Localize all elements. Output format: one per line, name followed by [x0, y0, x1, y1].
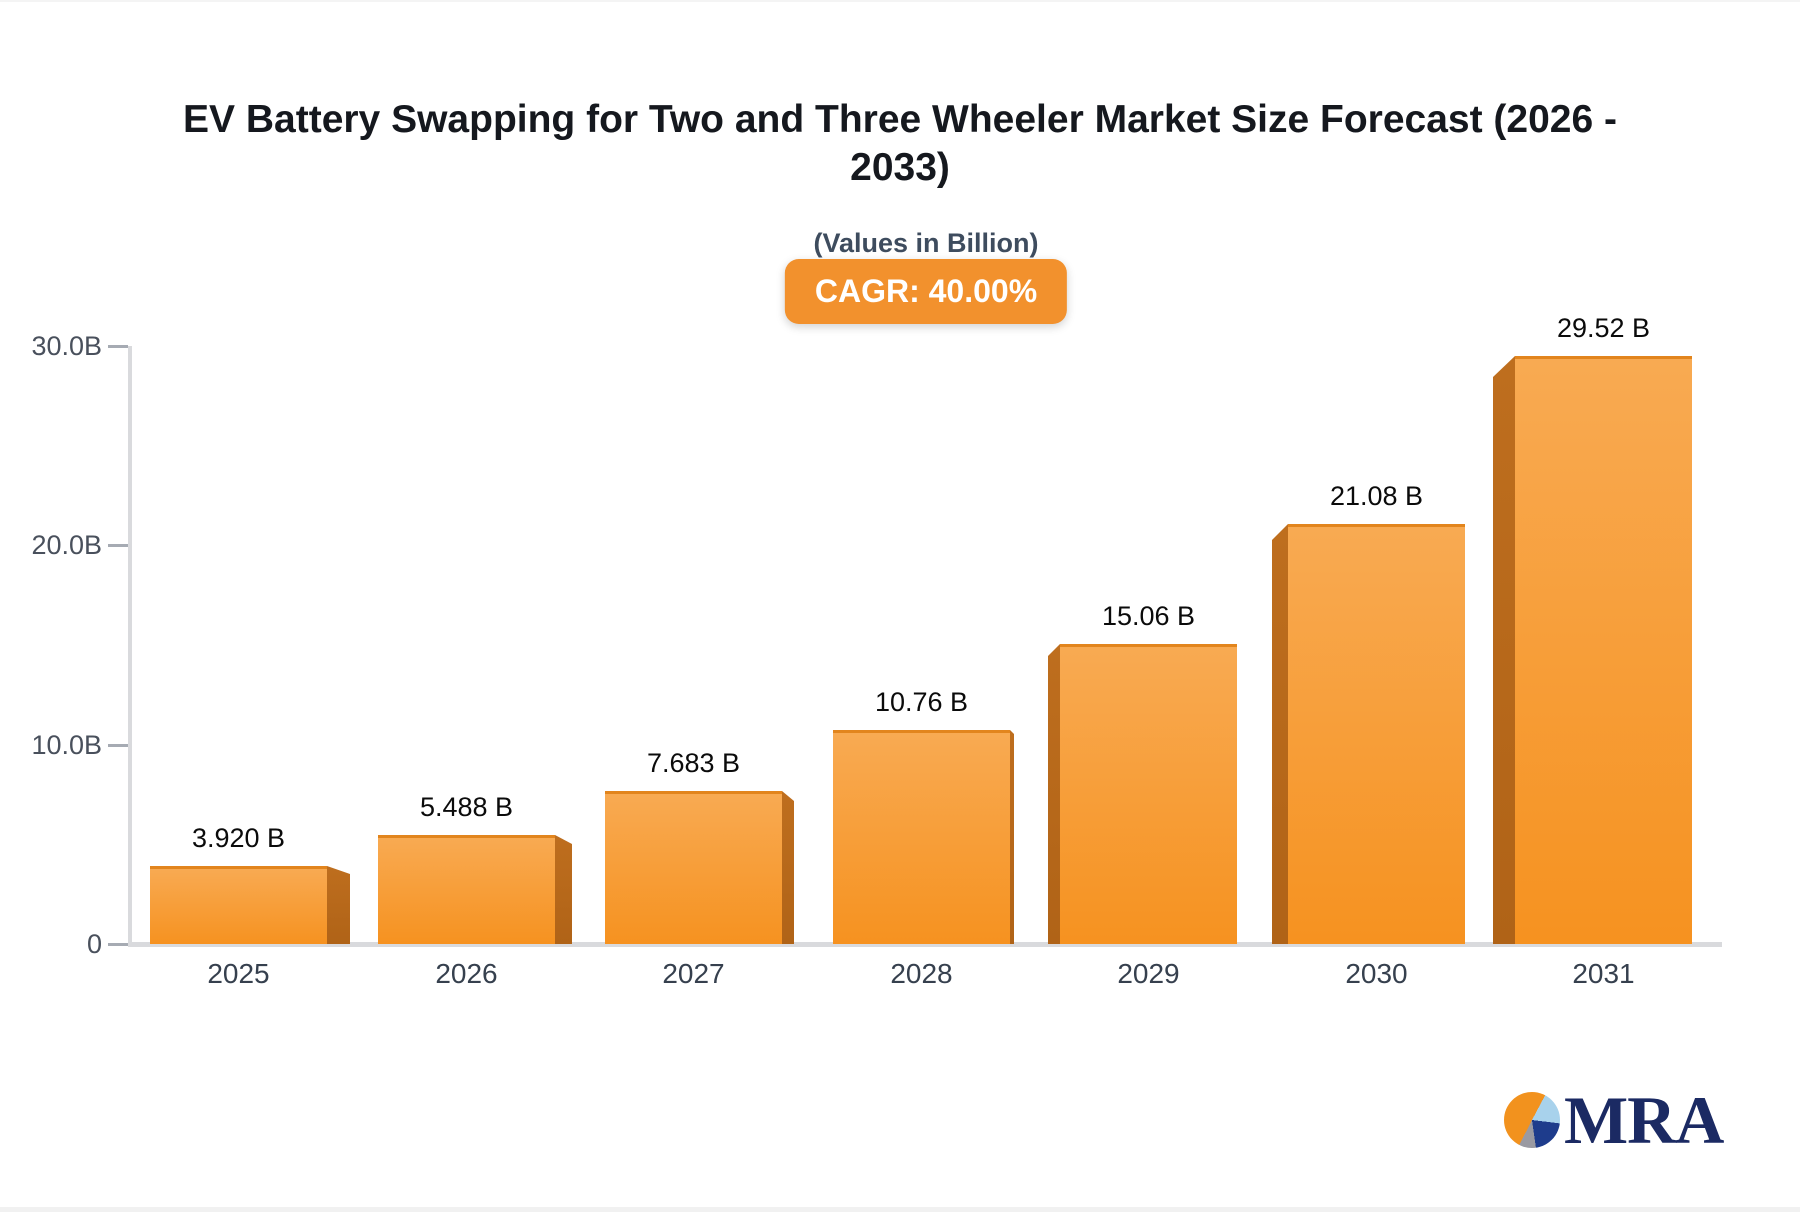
bar-side-2031	[1493, 356, 1515, 944]
bar-2028	[833, 730, 1010, 944]
x-axis-label-2026: 2026	[435, 958, 498, 989]
y-tick-mark-30	[108, 345, 128, 348]
bar-2031	[1515, 356, 1692, 944]
pie-chart-logo-icon	[1504, 1092, 1560, 1148]
y-tick-mark-10	[108, 743, 128, 747]
bar-2026	[378, 835, 555, 944]
y-tick-label-20: 20.0B	[31, 530, 102, 561]
bar-side-2028	[1010, 730, 1014, 944]
chart-title: EV Battery Swapping for Two and Three Wh…	[183, 98, 1617, 189]
bar-value-label-2026: 5.488 B	[419, 792, 514, 822]
y-tick-label-30: 30.0B	[31, 331, 102, 361]
x-axis-label-2029: 2029	[1117, 958, 1180, 989]
x-axis-label-2031: 2031	[1572, 958, 1635, 989]
y-tick-mark-20	[108, 544, 128, 548]
y-axis-line	[128, 346, 132, 947]
bar-value-label-2027: 7.683 B	[646, 748, 741, 778]
bar-value-label-2028: 10.76 B	[874, 687, 969, 717]
brand-logo-text: MRA	[1564, 1082, 1724, 1158]
bar-2030	[1288, 524, 1465, 944]
x-axis-label-2025: 2025	[207, 958, 270, 989]
y-tick-label-0: 0	[86, 929, 102, 959]
bar-2029	[1060, 644, 1237, 944]
x-axis-baseline	[128, 942, 1722, 947]
bar-side-2030	[1272, 524, 1288, 944]
bar-2027	[605, 791, 782, 944]
bar-side-2025	[327, 866, 350, 944]
x-axis-label-2028: 2028	[890, 958, 953, 989]
bar-2025	[150, 866, 327, 944]
chart-subtitle: (Values in Billion)	[813, 228, 1039, 258]
bar-side-2029	[1048, 644, 1060, 944]
bar-value-label-2025: 3.920 B	[191, 823, 286, 853]
y-tick-mark-0	[108, 943, 128, 946]
x-axis-label-2027: 2027	[662, 958, 725, 989]
bar-side-2026	[555, 835, 572, 944]
bar-side-2027	[782, 791, 794, 944]
cagr-badge: CAGR: 40.00%	[784, 259, 1068, 324]
brand-logo: MRA	[1504, 1082, 1724, 1158]
bar-value-label-2030: 21.08 B	[1329, 481, 1424, 511]
y-tick-label-10: 10.0B	[31, 729, 102, 760]
bar-value-label-2029: 15.06 B	[1101, 601, 1196, 631]
bar-value-label-2031: 29.52 B	[1556, 313, 1651, 343]
x-axis-label-2030: 2030	[1345, 958, 1408, 989]
